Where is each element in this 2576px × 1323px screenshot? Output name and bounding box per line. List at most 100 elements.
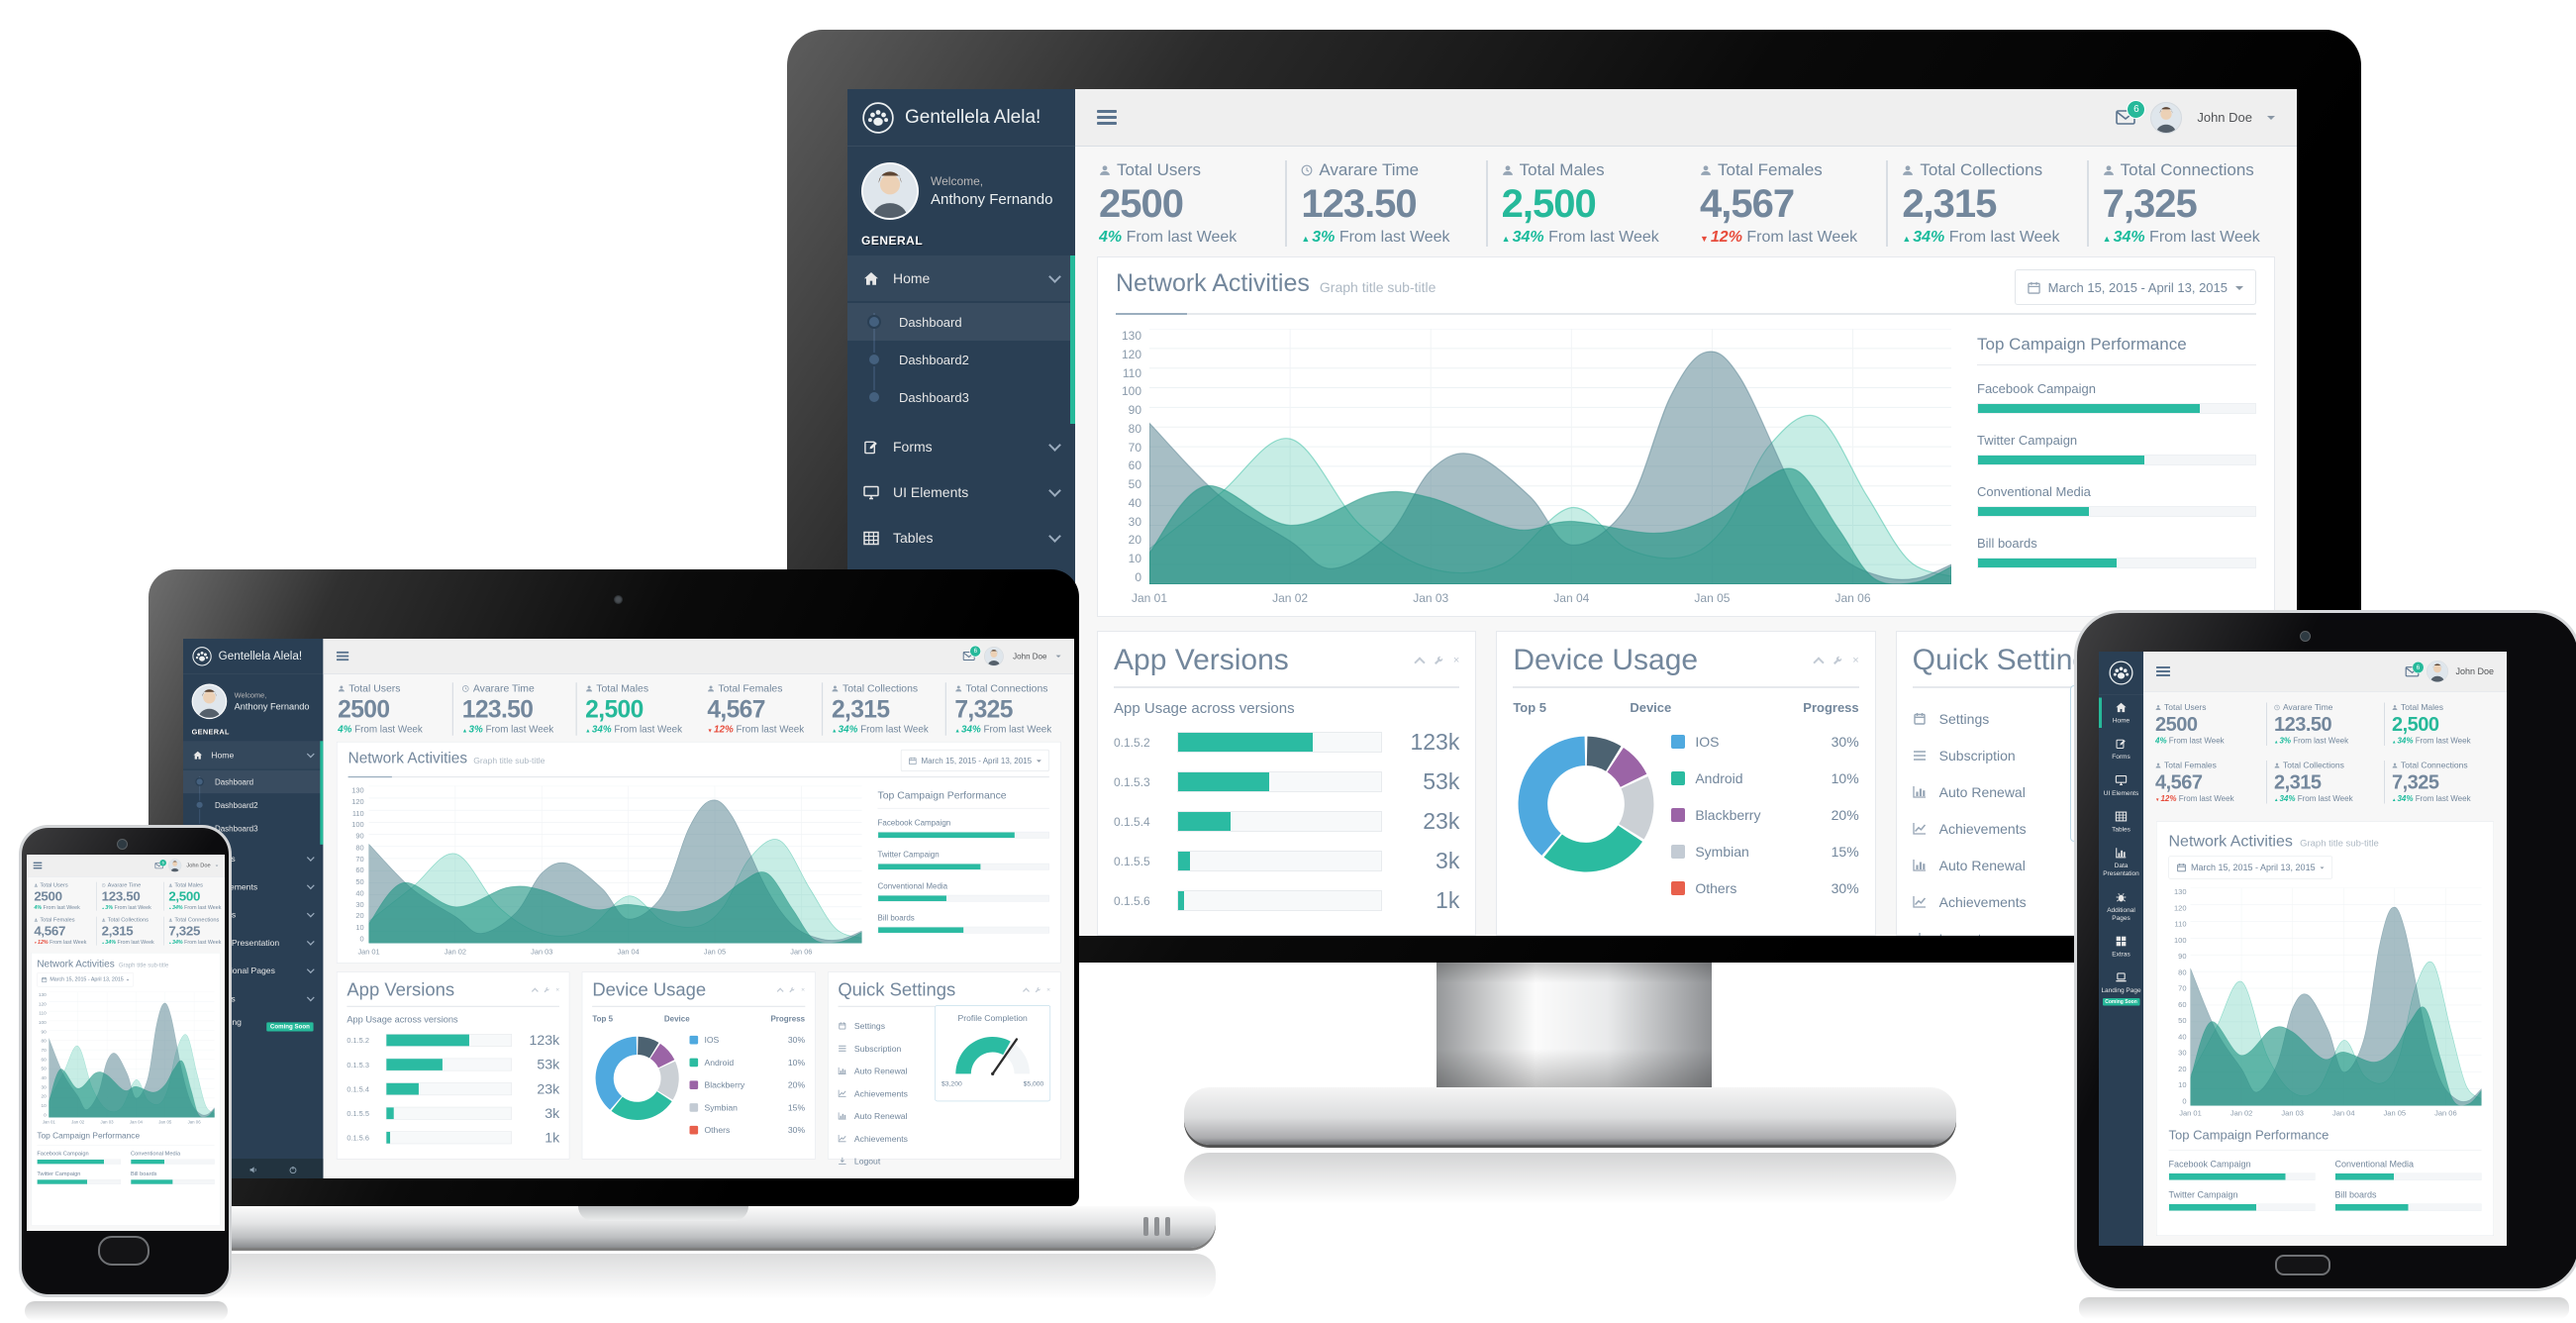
app-version-track [1177,732,1383,753]
quick-setting-auto-renewal-2[interactable]: Auto Renewal [1913,847,2071,883]
quick-setting-achievements-2[interactable]: Achievements [838,1127,935,1150]
sidebar-item-dashboard2[interactable]: Dashboard2 [183,793,323,816]
legend-percent: 30% [787,1124,806,1135]
collapse-icon[interactable] [531,986,539,995]
app-usage-subtitle: App Usage across versions [347,1014,458,1025]
collapse-icon[interactable] [776,986,784,995]
stat-tile: Total Males 2,500 ▲34% From last Week [163,881,225,911]
phone-home-button[interactable] [98,1236,149,1266]
sidebar-item-forms[interactable]: Forms [2099,731,2143,767]
menu-toggle-icon[interactable] [2156,666,2170,676]
stat-delta-note: ▲34% From last Week [168,939,222,946]
chevron-down-icon [1048,439,1061,452]
menu-toggle-icon[interactable] [1097,110,1117,125]
date-range-picker[interactable]: March 15, 2015 - April 13, 2015 [37,972,135,987]
profile-avatar[interactable] [191,683,228,720]
user-avatar[interactable] [2150,101,2183,134]
top-nav: 6 John Doe [27,855,225,877]
collapse-icon[interactable] [1813,656,1825,668]
messages-button[interactable]: 6 [2116,100,2146,125]
sidebar-item-dashboard3[interactable]: Dashboard3 [847,378,1075,416]
sidebar-item-ui-elements[interactable]: UI Elements [2099,767,2143,804]
close-icon[interactable]: × [555,986,560,994]
sidebar-item-additional-pages[interactable]: Additional Pages [2099,884,2143,929]
stat-label-row: Total Males [2392,703,2478,713]
app-version-value: 1k [545,1129,560,1146]
stat-label: Avarare Time [1319,160,1420,179]
tablet-home-button[interactable] [2275,1255,2330,1275]
user-menu[interactable]: John Doe [186,862,211,869]
close-icon[interactable]: × [801,986,806,994]
stat-label: Total Connections [965,682,1048,694]
legend-name: Symbian [1695,843,1749,860]
wrench-icon[interactable] [789,987,795,993]
quick-setting-logout[interactable]: Logout [838,1150,935,1172]
wrench-icon[interactable] [1035,987,1040,993]
quick-setting-settings[interactable]: Settings [838,1014,935,1037]
quick-setting-achievements[interactable]: Achievements [1913,810,2071,847]
sidebar-item-ui-elements[interactable]: UI Elements [847,469,1075,515]
sidebar-item-data-presentation[interactable]: Data Presentation [2099,840,2143,884]
app-version-label: 0.1.5.4 [1114,814,1150,829]
sidebar-item-home[interactable]: Home [847,255,1075,301]
user-avatar[interactable] [168,859,182,872]
collapse-icon[interactable] [1414,656,1426,668]
brand[interactable]: Gentellela Alela! [183,639,324,674]
close-icon[interactable]: × [1046,986,1051,994]
date-range-picker[interactable]: March 15, 2015 - April 13, 2015 [2014,269,2256,305]
stat-label: Avarare Time [2283,702,2333,713]
sidebar-item-dashboard[interactable]: Dashboard [183,769,324,794]
profile-avatar[interactable] [861,162,919,220]
user-menu[interactable]: John Doe [2455,665,2494,676]
power-icon[interactable] [289,1166,297,1173]
sidebar-item-home[interactable]: Home [183,741,324,769]
sidebar-item-extras[interactable]: Extras [2099,929,2143,966]
quick-setting-subscription[interactable]: Subscription [1913,737,2071,773]
brand[interactable]: Gentellela Alela! [847,89,1075,147]
sidebar-item-forms[interactable]: Forms [847,424,1075,469]
messages-button[interactable]: 6 [962,645,982,662]
wrench-icon[interactable] [1833,656,1842,665]
sidebar-item-tables[interactable]: Tables [847,515,1075,560]
quick-setting-settings[interactable]: Settings [1913,700,2071,737]
user-icon [2274,763,2280,768]
messages-button[interactable]: 6 [154,859,167,869]
user-icon [338,685,345,692]
sidebar-item-dashboard2[interactable]: Dashboard2 [847,341,1075,378]
quick-setting-auto-renewal[interactable]: Auto Renewal [1913,773,2071,810]
messages-button[interactable]: 6 [2405,661,2425,677]
brand[interactable] [2099,652,2143,695]
delta-arrow-icon: ▲ [101,906,105,910]
close-icon[interactable]: × [1852,655,1859,666]
sidebar-item-landing-page[interactable]: Landing Page Coming Soon [2099,965,2143,1012]
bar-chart-icon [838,1067,846,1074]
quick-setting-auto-renewal-2[interactable]: Auto Renewal [838,1104,935,1127]
quick-setting-logout[interactable]: Logout [1913,920,2071,936]
menu-toggle-icon[interactable] [336,651,349,662]
close-icon[interactable]: × [1452,655,1460,666]
sidebar-item-tables[interactable]: Tables [2099,803,2143,840]
collapse-icon[interactable] [1022,986,1030,995]
stat-value: 123.50 [101,889,141,904]
volume-icon[interactable] [249,1166,257,1173]
user-avatar[interactable] [2426,661,2448,682]
date-range-picker[interactable]: March 15, 2015 - April 13, 2015 [2168,856,2333,879]
legend-name: IOS [704,1034,720,1045]
user-avatar[interactable] [984,646,1004,666]
sidebar-item-dashboard[interactable]: Dashboard [847,303,1075,341]
bug-icon [2116,891,2128,902]
user-menu[interactable]: John Doe [2197,110,2252,125]
quick-setting-subscription[interactable]: Subscription [838,1037,935,1060]
legend-name: Android [1695,769,1743,786]
quick-setting-achievements[interactable]: Achievements [838,1082,935,1105]
sidebar-item-home[interactable]: Home [2099,695,2143,732]
date-range-picker[interactable]: March 15, 2015 - April 13, 2015 [900,749,1049,772]
menu-toggle-icon[interactable] [33,862,43,869]
quick-setting-achievements-2[interactable]: Achievements [1913,883,2071,920]
wrench-icon[interactable] [1434,656,1443,665]
user-menu[interactable]: John Doe [1013,651,1047,662]
quick-setting-auto-renewal[interactable]: Auto Renewal [838,1060,935,1082]
wrench-icon[interactable] [544,987,549,993]
delta-arrow-icon: ▲ [585,727,591,734]
notification-badge: 6 [2127,100,2146,119]
